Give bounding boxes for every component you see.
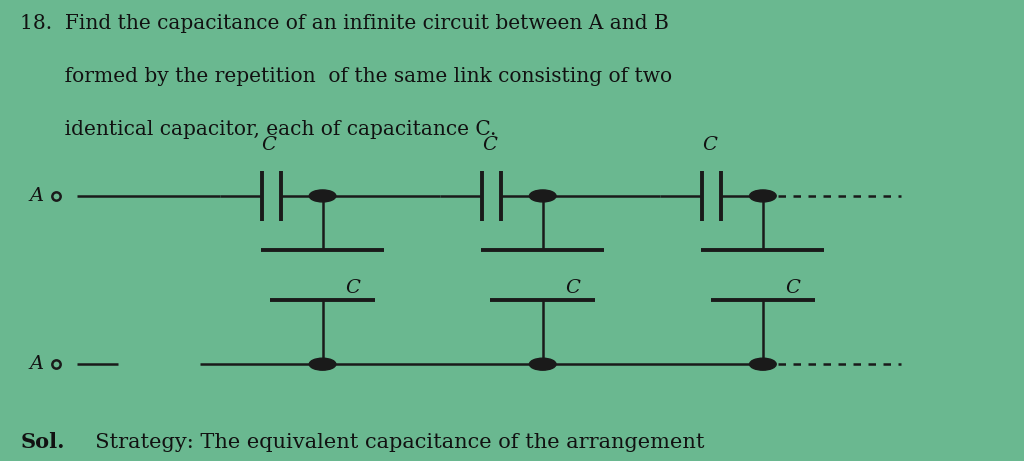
Text: A: A xyxy=(30,355,44,373)
Circle shape xyxy=(529,190,556,202)
Text: Strategy: The equivalent capacitance of the arrangement: Strategy: The equivalent capacitance of … xyxy=(82,433,705,452)
Circle shape xyxy=(750,190,776,202)
Circle shape xyxy=(309,190,336,202)
Text: C: C xyxy=(345,279,360,297)
Text: C: C xyxy=(702,136,717,154)
Text: A: A xyxy=(30,187,44,205)
Circle shape xyxy=(529,358,556,370)
Circle shape xyxy=(750,358,776,370)
Text: 18.  Find the capacitance of an infinite circuit between A and B: 18. Find the capacitance of an infinite … xyxy=(20,14,670,33)
Text: C: C xyxy=(565,279,581,297)
Text: formed by the repetition  of the same link consisting of two: formed by the repetition of the same lin… xyxy=(20,67,673,86)
Circle shape xyxy=(309,358,336,370)
Text: C: C xyxy=(261,136,275,154)
Text: identical capacitor, each of capacitance C.: identical capacitor, each of capacitance… xyxy=(20,120,497,139)
Text: C: C xyxy=(785,279,801,297)
Text: Sol.: Sol. xyxy=(20,432,65,452)
Text: C: C xyxy=(482,136,497,154)
